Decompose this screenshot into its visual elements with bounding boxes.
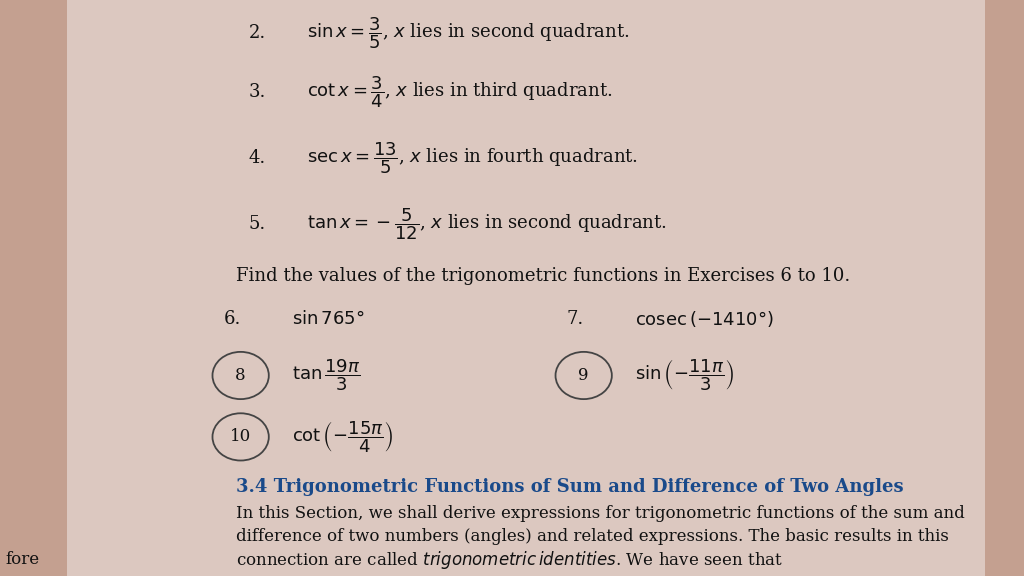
Text: $\cot \left(-\dfrac{15\pi}{4}\right)$: $\cot \left(-\dfrac{15\pi}{4}\right)$ bbox=[292, 419, 393, 454]
Text: $\cot x = \dfrac{3}{4}$, $x$ lies in third quadrant.: $\cot x = \dfrac{3}{4}$, $x$ lies in thi… bbox=[307, 74, 612, 110]
Text: 10: 10 bbox=[230, 429, 251, 445]
Text: $\tan \dfrac{19\pi}{3}$: $\tan \dfrac{19\pi}{3}$ bbox=[292, 358, 360, 393]
Text: $\mathrm{cosec}\,(-1410°)$: $\mathrm{cosec}\,(-1410°)$ bbox=[635, 309, 773, 329]
Bar bbox=[985, 0, 1024, 576]
Text: 3.4 Trigonometric Functions of Sum and Difference of Two Angles: 3.4 Trigonometric Functions of Sum and D… bbox=[236, 478, 903, 496]
Text: fore: fore bbox=[5, 551, 39, 569]
Text: $\tan x = -\dfrac{5}{12}$, $x$ lies in second quadrant.: $\tan x = -\dfrac{5}{12}$, $x$ lies in s… bbox=[307, 207, 667, 242]
Text: 7.: 7. bbox=[566, 310, 584, 328]
Text: 5.: 5. bbox=[249, 215, 266, 233]
Text: Find the values of the trigonometric functions in Exercises 6 to 10.: Find the values of the trigonometric fun… bbox=[236, 267, 850, 285]
Text: difference of two numbers (angles) and related expressions. The basic results in: difference of two numbers (angles) and r… bbox=[236, 528, 948, 545]
Text: In this Section, we shall derive expressions for trigonometric functions of the : In this Section, we shall derive express… bbox=[236, 505, 965, 522]
Text: connection are called $\mathit{trigonometric\,identities}$. We have seen that: connection are called $\mathit{trigonome… bbox=[236, 549, 782, 571]
Bar bbox=[0, 0, 67, 576]
Text: $\sin\left(-\dfrac{11\pi}{3}\right)$: $\sin\left(-\dfrac{11\pi}{3}\right)$ bbox=[635, 358, 734, 393]
Text: 9: 9 bbox=[579, 367, 589, 384]
Text: 8: 8 bbox=[236, 367, 246, 384]
Text: $\sec x = \dfrac{13}{5}$, $x$ lies in fourth quadrant.: $\sec x = \dfrac{13}{5}$, $x$ lies in fo… bbox=[307, 141, 638, 176]
Text: 3.: 3. bbox=[249, 83, 266, 101]
Text: 4.: 4. bbox=[249, 149, 266, 167]
Text: 6.: 6. bbox=[223, 310, 241, 328]
Text: 2.: 2. bbox=[249, 24, 266, 42]
Text: $\sin x = \dfrac{3}{5}$, $x$ lies in second quadrant.: $\sin x = \dfrac{3}{5}$, $x$ lies in sec… bbox=[307, 15, 630, 51]
Text: $\sin 765°$: $\sin 765°$ bbox=[292, 310, 365, 328]
